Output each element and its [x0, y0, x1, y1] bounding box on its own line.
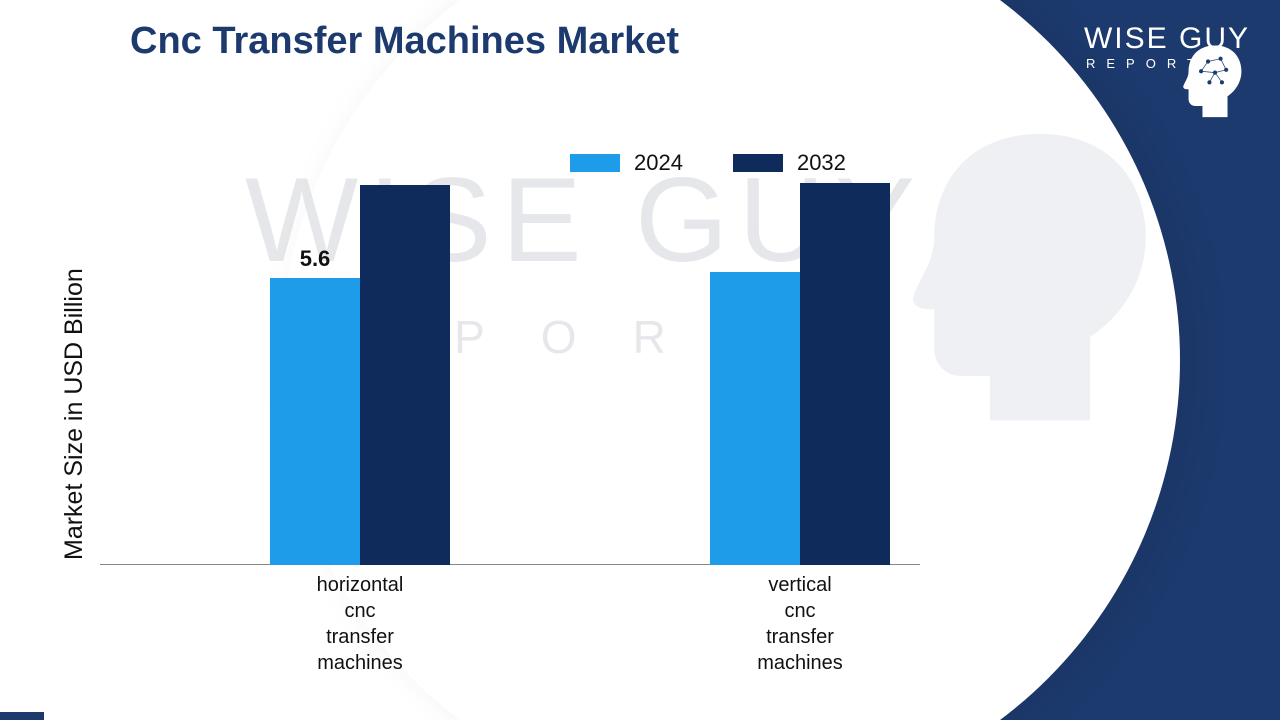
legend-swatch [733, 154, 783, 172]
brand-logo: WISE GUY REPORTS [1084, 24, 1250, 71]
bar-group [710, 183, 890, 565]
legend: 2024 2032 [570, 150, 846, 176]
bar-2024 [270, 278, 360, 565]
bar-group [270, 185, 450, 565]
bar-2032 [360, 185, 450, 565]
chart-title: Cnc Transfer Machines Market [130, 20, 679, 63]
legend-item-2024: 2024 [570, 150, 683, 176]
bottom-accent-bar [0, 712, 44, 720]
y-axis-label: Market Size in USD Billion [60, 268, 89, 560]
logo-head-icon [1180, 42, 1250, 122]
infographic-canvas: WISE GUY REPORTS Cnc Transfer Machines M… [0, 0, 1280, 720]
bar-2024 [710, 272, 800, 565]
bar-2032 [800, 183, 890, 565]
legend-label: 2024 [634, 150, 683, 176]
watermark-head-icon [900, 120, 1180, 440]
legend-swatch [570, 154, 620, 172]
chart-plot-area: 5.6 [100, 180, 920, 565]
legend-item-2032: 2032 [733, 150, 846, 176]
x-axis-category-label: horizontalcnctransfermachines [285, 572, 435, 676]
legend-label: 2032 [797, 150, 846, 176]
x-axis-category-label: verticalcnctransfermachines [725, 572, 875, 676]
